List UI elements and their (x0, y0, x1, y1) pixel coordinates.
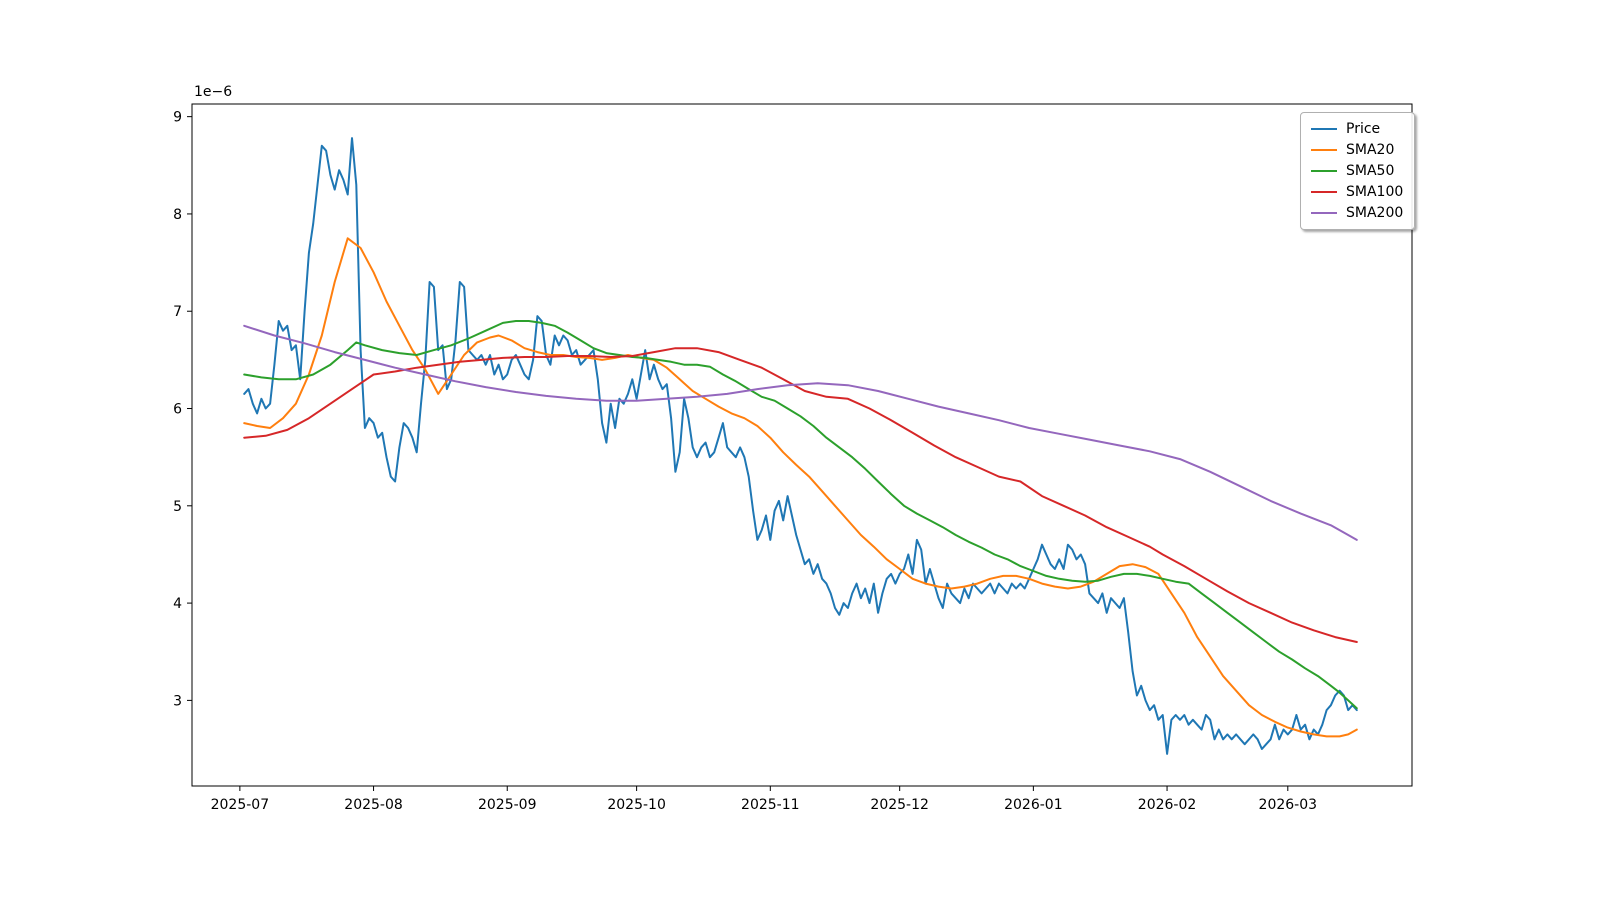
x-tick-label: 2025-11 (741, 797, 800, 813)
legend-label-price: Price (1346, 121, 1381, 137)
x-tick-label: 2025-12 (870, 797, 929, 813)
series-line-sma200 (243, 324, 1358, 541)
y-tick-label: 3 (173, 693, 182, 709)
legend-line-swatch-sma100 (1311, 191, 1337, 193)
legend-item-sma50: SMA50 (1311, 163, 1403, 179)
axes-frame (191, 103, 1413, 787)
legend-label-sma50: SMA50 (1346, 163, 1395, 179)
series-line-sma100 (243, 347, 1358, 643)
legend-line-swatch-price (1311, 128, 1337, 130)
y-axis-offset-text: 1e−6 (194, 84, 233, 100)
x-tick-label: 2025-07 (211, 797, 270, 813)
legend-label-sma200: SMA200 (1346, 205, 1404, 221)
legend-item-sma200: SMA200 (1311, 205, 1403, 221)
legend-line-swatch-sma200 (1311, 212, 1337, 214)
legend: Price SMA20 SMA50 SMA100 SMA200 (1300, 112, 1416, 230)
legend-item-sma100: SMA100 (1311, 184, 1403, 200)
x-tick-label: 2026-03 (1259, 797, 1318, 813)
series-line-sma20 (243, 237, 1358, 738)
y-tick-label: 5 (173, 499, 182, 515)
x-tick-label: 2026-02 (1138, 797, 1197, 813)
legend-label-sma100: SMA100 (1346, 184, 1404, 200)
x-tick-label: 2026-01 (1004, 797, 1063, 813)
legend-item-price: Price (1311, 121, 1403, 137)
legend-item-sma20: SMA20 (1311, 142, 1403, 158)
y-tick-label: 7 (173, 304, 182, 320)
y-tick-label: 4 (173, 596, 182, 612)
legend-line-swatch-sma50 (1311, 170, 1337, 172)
x-tick-label: 2025-08 (344, 797, 403, 813)
y-tick-label: 8 (173, 207, 182, 223)
x-tick-label: 2025-09 (478, 797, 537, 813)
y-tick-label: 6 (173, 402, 182, 418)
series-line-price (243, 137, 1358, 755)
legend-line-swatch-sma20 (1311, 149, 1337, 151)
x-tick-label: 2025-10 (607, 797, 666, 813)
series-line-sma50 (243, 320, 1358, 710)
legend-label-sma20: SMA20 (1346, 142, 1395, 158)
y-tick-label: 9 (173, 110, 182, 126)
